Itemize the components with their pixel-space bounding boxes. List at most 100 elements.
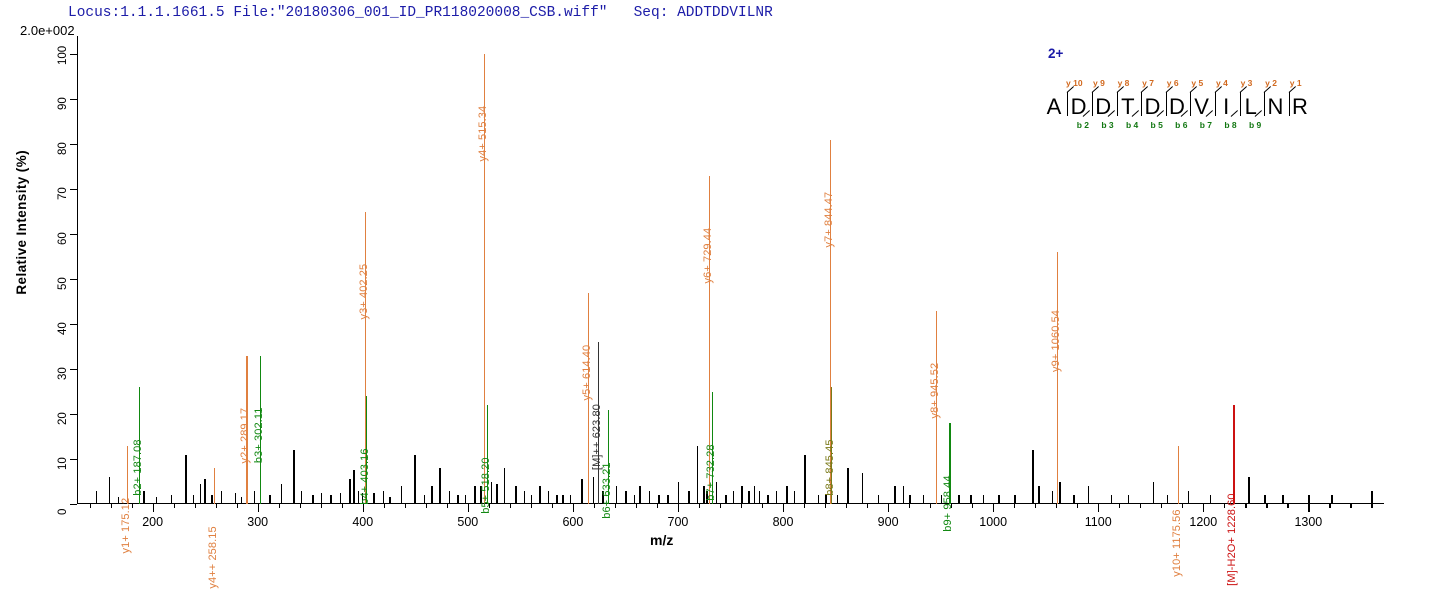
annotated-peak[interactable]	[607, 409, 610, 504]
x-axis-tick-minor	[804, 503, 806, 508]
spectrum-peak	[1087, 486, 1090, 504]
y-axis-tick-label: 0	[57, 508, 70, 515]
spectrum-peak	[775, 490, 778, 504]
spectrum-peak	[199, 483, 202, 504]
x-axis-tick-minor	[530, 503, 533, 508]
spectrum-peak	[1127, 495, 1130, 504]
annotated-peak[interactable]	[1056, 252, 1059, 504]
annotated-peak[interactable]	[139, 387, 141, 504]
spectrum-peak	[1371, 490, 1373, 504]
y-axis-tick-label: 20	[57, 412, 70, 425]
peak-annotation-label: y7+ 844.47	[822, 191, 835, 247]
y-axis-tick	[70, 189, 77, 191]
peak-annotation-label: y4+ 515.34	[476, 105, 489, 162]
spectrum-peak	[373, 492, 375, 504]
spectrum-peak	[185, 454, 187, 504]
spectrum-peak	[696, 445, 699, 504]
spectrum-plot-area[interactable]: y1+ 175.12 b2+ 187.08 y4++ 258.15 y2+ 289.1…	[77, 36, 1384, 589]
y-axis-tick	[70, 144, 77, 146]
spectrum-peak	[825, 495, 827, 504]
x-axis-tick-minor	[1056, 503, 1058, 508]
y-axis-tick-label: 90	[57, 97, 70, 110]
sequence-residue: A	[1046, 94, 1062, 119]
y-ion-tag: y 4	[1215, 78, 1228, 88]
spectrum-peak	[703, 486, 705, 504]
y-ion-tag: y 6	[1166, 78, 1179, 88]
annotated-peak[interactable]	[259, 355, 262, 504]
annotated-peak[interactable]	[830, 387, 833, 504]
x-axis-tick-minor	[320, 503, 322, 508]
annotated-peak[interactable]	[588, 292, 590, 504]
annotated-peak[interactable]	[126, 445, 128, 504]
x-axis-tick-label: 500	[457, 515, 479, 529]
annotated-peak[interactable]	[935, 310, 938, 504]
x-axis-tick-major	[467, 503, 470, 512]
spectrum-peak	[320, 492, 323, 504]
sequence-residue: D	[1095, 94, 1112, 119]
peak-annotation-label: y3+ 402.25	[358, 263, 371, 319]
x-axis-tick-minor	[909, 503, 911, 508]
y-axis-tick	[70, 99, 77, 101]
spectrum-peak	[1209, 495, 1212, 504]
x-axis-tick-minor	[635, 503, 638, 508]
peak-annotation-label: b7+ 732.28	[704, 443, 717, 501]
x-axis-tick-minor	[425, 503, 427, 508]
spectrum-peak	[496, 483, 498, 504]
annotated-peak[interactable]	[829, 139, 832, 504]
x-axis-tick-minor	[867, 503, 869, 508]
fragmentation-bar	[1190, 92, 1192, 116]
annotated-peak[interactable]	[213, 468, 216, 504]
y-axis-tick-label: 100	[57, 45, 70, 65]
spectrum-peak	[1014, 495, 1016, 504]
spectrum-peak	[658, 495, 660, 504]
annotated-peak[interactable]	[246, 355, 248, 504]
spectrum-peak	[639, 486, 641, 504]
y-axis-tick-label: 80	[57, 142, 70, 155]
annotated-peak[interactable]	[597, 342, 600, 504]
x-axis-tick-label: 700	[667, 515, 689, 529]
spectrum-peak	[909, 495, 911, 504]
annotated-peak[interactable]	[486, 405, 489, 504]
annotated-peak[interactable]	[711, 391, 714, 504]
x-axis-tick-minor	[89, 503, 91, 508]
fragmentation-bar	[1264, 92, 1266, 116]
spectrum-peak	[982, 495, 985, 504]
spectrum-peak	[448, 490, 451, 504]
annotated-peak[interactable]	[708, 175, 711, 504]
y-axis-line: 0 10 20 30 40 50 60 70 80 90 100	[57, 36, 79, 515]
x-axis-tick-minor	[1140, 503, 1142, 508]
x-axis-tick-minor	[1161, 503, 1163, 508]
spectrum-peak	[503, 468, 506, 504]
y-axis-tick-label: 70	[57, 187, 70, 200]
y-axis-tick	[70, 234, 77, 236]
spectrum-peak	[269, 495, 271, 504]
spectrum-peak	[204, 479, 206, 504]
fragmentation-bar	[1214, 92, 1216, 116]
annotated-peak[interactable]	[1233, 405, 1235, 504]
x-axis-tick-minor	[614, 503, 617, 508]
annotated-peak[interactable]	[949, 423, 951, 504]
annotated-peak[interactable]	[366, 396, 368, 504]
x-axis-tick-minor	[215, 503, 217, 508]
spectrum-peak	[220, 490, 223, 504]
x-axis-tick-minor	[551, 503, 554, 508]
x-axis-tick-minor	[446, 503, 448, 508]
spectrum-peak	[293, 450, 295, 504]
annotated-peak[interactable]	[365, 211, 367, 504]
fragmentation-bar	[1091, 92, 1093, 116]
x-axis-tick-label: 1300	[1294, 515, 1323, 529]
x-axis-tick-minor	[488, 503, 491, 508]
annotated-peak[interactable]	[483, 54, 486, 504]
sequence-residue: R	[1292, 94, 1308, 119]
spectrum-peak	[523, 490, 526, 504]
spectrum-peak	[1308, 495, 1310, 504]
spectrum-peak	[748, 490, 750, 504]
spectrum-peak	[1264, 495, 1266, 504]
spectrum-peak	[581, 479, 583, 504]
y-axis-tick	[70, 369, 77, 371]
y-axis-tick-label: 50	[57, 277, 70, 290]
x-axis-tick-major	[993, 503, 995, 512]
y-axis-tick	[70, 504, 77, 506]
b-ion-tag: b 9	[1248, 120, 1262, 130]
annotated-peak[interactable]	[1177, 445, 1179, 504]
